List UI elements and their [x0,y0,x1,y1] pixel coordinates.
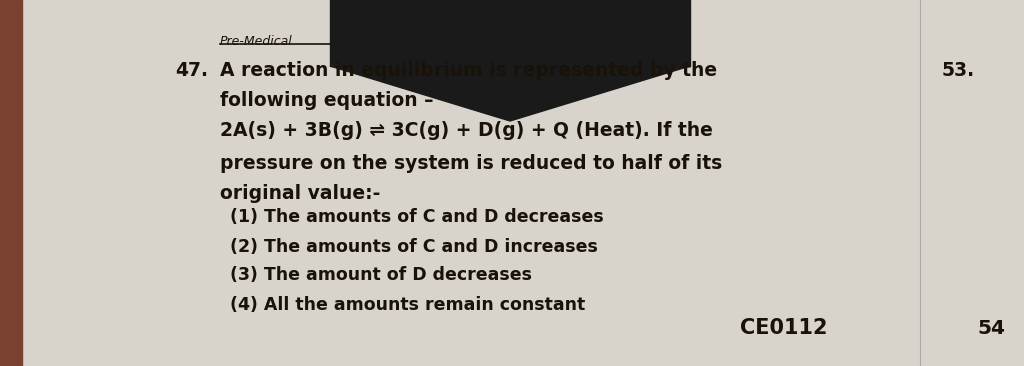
Text: original value:-: original value:- [220,184,380,203]
Text: (1) The amounts of C and D decreases: (1) The amounts of C and D decreases [230,208,604,226]
Text: CE0112: CE0112 [740,318,827,338]
Text: (2) The amounts of C and D increases: (2) The amounts of C and D increases [230,238,598,256]
Text: 2A(s) + 3B(g) ⇌ 3C(g) + D(g) + Q (Heat). If the: 2A(s) + 3B(g) ⇌ 3C(g) + D(g) + Q (Heat).… [220,121,713,140]
Text: 53.: 53. [942,61,975,80]
Text: (4) All the amounts remain constant: (4) All the amounts remain constant [230,296,586,314]
Text: pressure on the system is reduced to half of its: pressure on the system is reduced to hal… [220,154,722,173]
Bar [0,0,22,366]
Bar [330,0,690,66]
Text: (3) The amount of D decreases: (3) The amount of D decreases [230,266,532,284]
Text: A reaction in equilibrium is represented by the: A reaction in equilibrium is represented… [220,61,717,80]
Text: 54: 54 [977,319,1005,338]
Text: following equation –: following equation – [220,91,433,110]
Polygon shape [330,66,690,121]
Text: Pre-Medical: Pre-Medical [220,35,293,48]
Text: 47.: 47. [175,61,208,80]
